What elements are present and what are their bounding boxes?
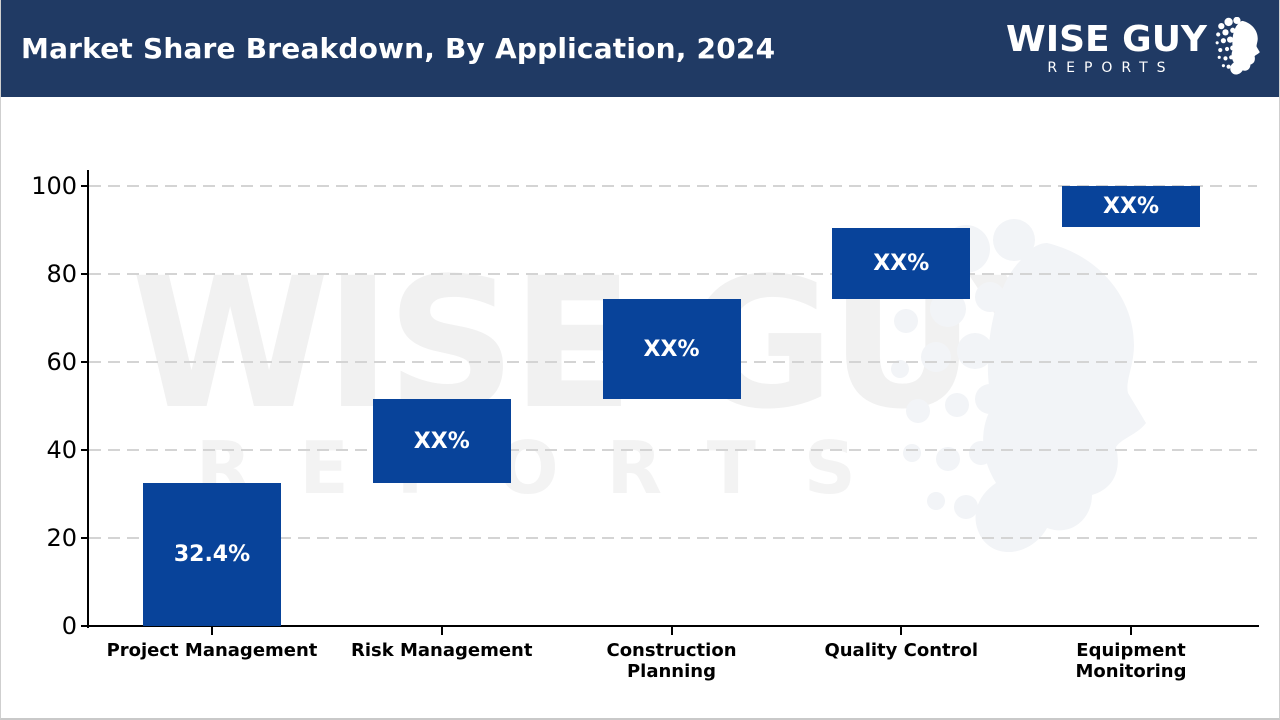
x-tick-label: Quality Control [781,640,1021,661]
page-title: Market Share Breakdown, By Application, … [21,32,776,65]
x-tick-label-line: Project Management [106,640,318,661]
y-axis-tick [81,185,89,187]
bar-value-label: XX% [1103,194,1159,220]
x-tick-label-line: Construction [606,640,737,661]
x-axis-tick [440,627,443,635]
y-tick-label: 100 [31,172,77,200]
y-axis-tick [81,625,89,627]
x-tick-label-line: Quality Control [824,640,979,661]
y-axis-tick [81,361,89,363]
bar-value-label: XX% [873,250,930,276]
logo-text: WISE GUY REPORTS [1005,18,1207,77]
bar-value-label: 32.4% [173,542,251,568]
wiseguy-logo: WISE GUY REPORTS [1005,16,1265,81]
logo-subtitle: REPORTS [1047,60,1175,77]
bar-construction-planning: XX% [602,299,741,400]
y-tick-label: 60 [46,348,77,376]
x-axis-tick [1130,627,1132,635]
bar-equipment-monitoring: XX% [1062,186,1200,228]
x-axis-tick [900,627,903,635]
y-axis-tick [81,273,89,275]
watermark-face-icon [876,205,1176,609]
logo-wordmark: WISE GUY [1005,18,1207,60]
x-tick-label: Project Management [92,640,332,661]
x-tick-label: Equipment Monitoring [1011,640,1251,682]
bar-project-management: 32.4% [143,483,281,626]
y-axis [87,170,89,628]
gridline [89,273,1257,275]
x-tick-label-line: Risk Management [351,640,533,661]
x-axis-tick [211,627,213,635]
bar-risk-management: XX% [372,399,511,484]
x-tick-label-line: Planning [626,661,716,682]
y-tick-label: 40 [46,436,77,464]
gridline [89,537,1257,539]
x-axis [87,625,1259,627]
bar-value-label: XX% [643,336,700,362]
x-tick-label: Construction Planning [552,640,792,682]
y-tick-label: 20 [46,524,77,552]
watermark-subtitle: REPORTS [196,426,904,510]
bar-quality-control: XX% [832,227,971,299]
x-axis-tick [670,627,673,635]
logo-face-icon [1213,16,1265,81]
bar-value-label: XX% [413,428,470,454]
gridline [89,449,1257,451]
y-axis-tick [81,449,89,451]
y-tick-label: 80 [46,260,77,288]
header: Market Share Breakdown, By Application, … [1,0,1279,97]
x-tick-label: Risk Management [322,640,562,661]
y-axis-tick [81,537,89,539]
x-tick-label-line: Monitoring [1075,661,1187,682]
gridline [89,185,1257,187]
y-tick-label: 0 [61,612,77,640]
x-tick-label-line: Equipment [1076,640,1186,661]
